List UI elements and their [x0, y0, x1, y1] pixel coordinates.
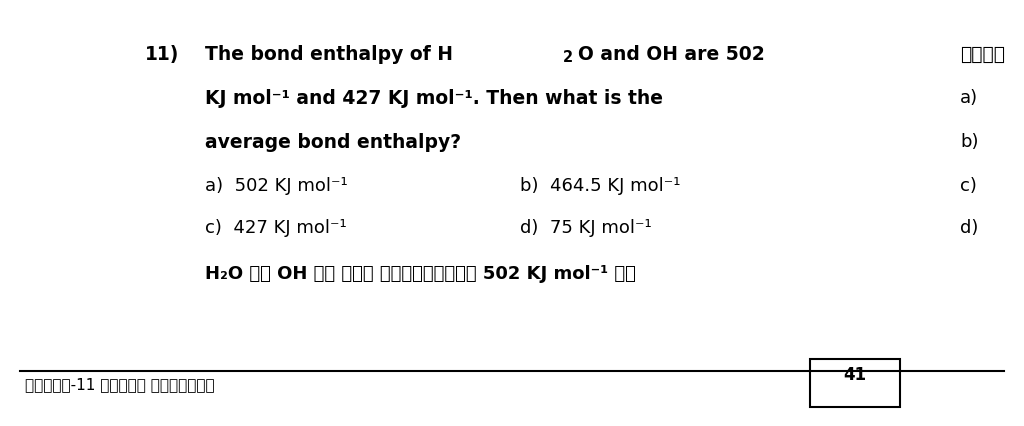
Text: कक्षा-11 रसायन विज्ञान: कक्षा-11 रसायन विज्ञान	[25, 376, 215, 391]
Text: a)  502 KJ mol⁻¹: a) 502 KJ mol⁻¹	[205, 177, 348, 195]
FancyBboxPatch shape	[810, 359, 900, 407]
Text: H₂O और OH की बंध एन्थैल्पी 502 KJ mol⁻¹ और: H₂O और OH की बंध एन्थैल्पी 502 KJ mol⁻¹ …	[205, 265, 636, 282]
Text: 41: 41	[844, 365, 866, 383]
Text: b): b)	[961, 132, 979, 151]
Text: c)  427 KJ mol⁻¹: c) 427 KJ mol⁻¹	[205, 219, 347, 236]
Text: d)  75 KJ mol⁻¹: d) 75 KJ mol⁻¹	[520, 219, 651, 236]
Text: 11): 11)	[145, 45, 179, 64]
Text: d): d)	[961, 219, 978, 236]
Text: c): c)	[961, 177, 977, 195]
Text: KJ mol⁻¹ and 427 KJ mol⁻¹. Then what is the: KJ mol⁻¹ and 427 KJ mol⁻¹. Then what is …	[205, 89, 663, 108]
Text: b)  464.5 KJ mol⁻¹: b) 464.5 KJ mol⁻¹	[520, 177, 681, 195]
Text: O and OH are 502: O and OH are 502	[578, 45, 765, 64]
Text: The bond enthalpy of H: The bond enthalpy of H	[205, 45, 453, 64]
Text: 2: 2	[563, 50, 573, 65]
Text: a): a)	[961, 89, 978, 107]
Text: सीमा: सीमा	[961, 45, 1005, 64]
Text: average bond enthalpy?: average bond enthalpy?	[205, 132, 461, 152]
